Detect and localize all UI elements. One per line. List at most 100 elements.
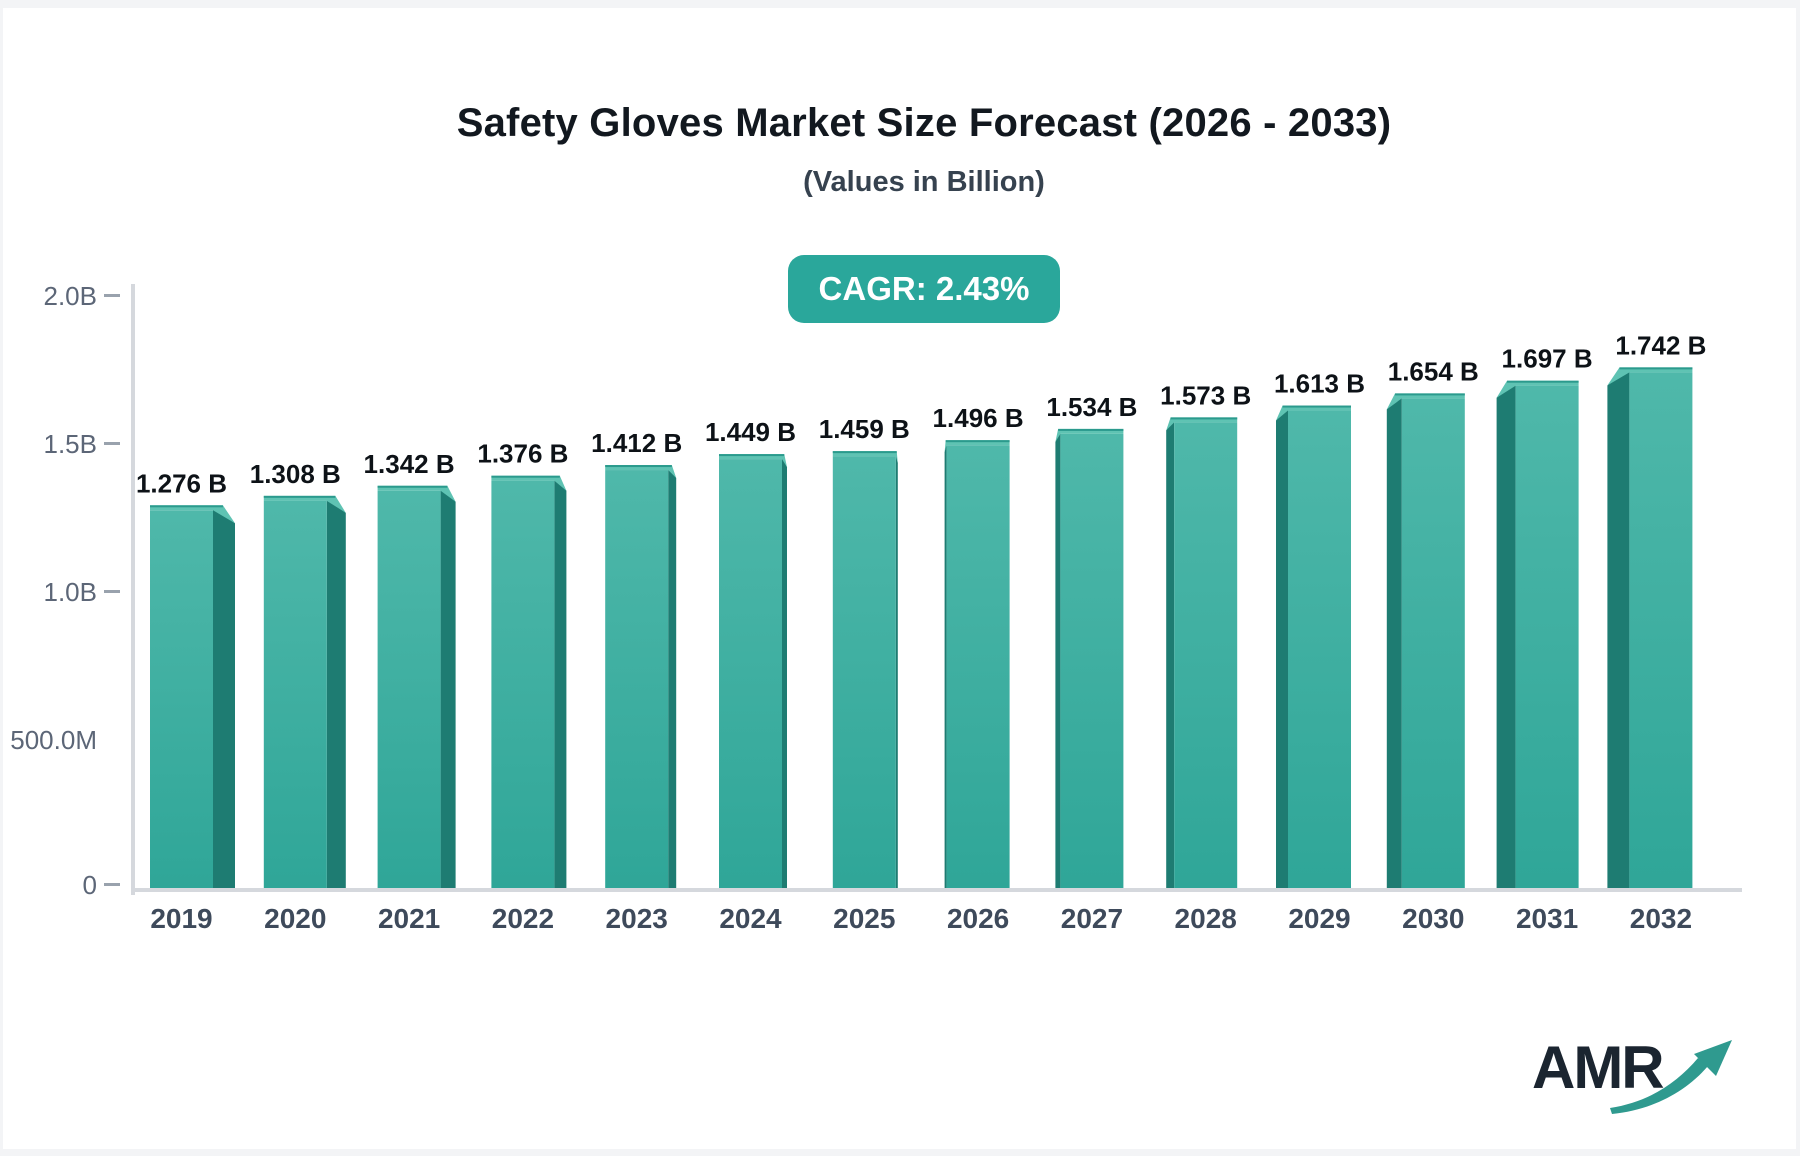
y-tick-label: 2.0B [44,281,98,311]
bar-top-edge [945,440,1010,443]
bar-top-edge [1507,380,1579,383]
x-axis-year-label: 2026 [947,903,1009,934]
bar-top-face [1276,405,1351,421]
bar-side-face [895,453,898,888]
cagr-badge-label: CAGR: 2.43% [818,270,1030,307]
y-tick-label: 0 [83,870,97,900]
bar-group-2020: 1.308 B 2020 [250,459,346,934]
x-axis-year-label: 2023 [606,903,668,934]
bar-top-face [1055,428,1124,442]
bar-top-face [263,495,346,513]
page-edge-bottom [0,1149,1800,1156]
y-tick-label: 1.0B [44,577,98,607]
bar-side-face [1276,407,1288,888]
y-tick-dash [104,442,120,445]
bar-side-face [1496,382,1516,888]
bar-front-face [150,510,213,888]
bar-top-edge [1619,367,1693,370]
bar-top-edge [719,454,785,457]
bar-value-label: 1.449 B [705,417,796,447]
x-axis-year-label: 2020 [264,903,326,934]
bar-side-face [944,442,947,888]
bar-group-2021: 1.342 B 2021 [364,449,456,934]
bar-group-2023: 1.412 B 2023 [591,428,682,934]
bar-side-face [1166,419,1175,888]
bar-side-face [668,467,677,888]
bar-side-face [440,487,456,888]
bar-top-face [150,505,235,524]
y-tick-label: 500.0M [10,725,97,755]
bar-front-face [719,459,782,888]
bar-top-face [1607,367,1693,386]
bar-value-label: 1.308 B [250,459,341,489]
x-axis-year-label: 2021 [378,903,440,934]
bar-value-label: 1.534 B [1046,392,1137,422]
bar-top-edge [1395,393,1465,396]
bar-top-edge [832,451,897,454]
bar-side-face [782,456,787,888]
y-tick-dash [104,590,120,593]
bar-value-label: 1.613 B [1274,369,1365,399]
bar-top-edge [263,495,336,498]
bar-front-face [377,490,441,888]
bar-value-label: 1.573 B [1160,380,1251,410]
bar-front-face [832,456,896,888]
bar-top-face [605,465,677,479]
bar-side-face [1386,395,1402,888]
bar-value-label: 1.376 B [477,439,568,469]
bar-top-edge [491,475,560,478]
bar-group-2031: 1.697 B 2031 [1496,344,1593,934]
bar-group-2025: 1.459 B 2025 [819,414,910,934]
page-edge-top [0,0,1800,8]
bar-side-face [1607,369,1630,888]
bar-group-2029: 1.613 B 2029 [1274,369,1365,934]
page-edge-right [1796,0,1800,1156]
bar-top-face [944,440,1010,453]
bar-group-2032: 1.742 B 2032 [1607,330,1706,934]
bar-value-label: 1.276 B [136,468,227,498]
bar-front-face [1515,385,1579,888]
bar-front-face [605,470,669,888]
bar-top-face [377,485,456,502]
bar-front-face [1060,433,1124,888]
x-axis-year-label: 2025 [833,903,895,934]
bar-top-face [1166,417,1238,431]
bar-group-2024: 1.449 B 2024 [705,417,796,934]
page-title: Safety Gloves Market Size Forecast (2026… [456,101,1392,145]
bar-front-face [1288,410,1351,888]
bar-side-face [1055,430,1061,888]
bar-top-edge [1282,405,1351,408]
x-axis-year-label: 2022 [492,903,554,934]
bar-side-face [326,497,346,888]
bar-front-face [1174,422,1238,888]
x-axis-year-label: 2029 [1288,903,1350,934]
bar-top-face [1386,393,1465,410]
page-edge-left [0,0,3,1156]
amr-logo-text: AMR [1532,1034,1665,1101]
bar-value-label: 1.496 B [933,403,1024,433]
bar-front-face [1401,398,1465,888]
y-tick-label: 1.5B [44,429,98,459]
bar-value-label: 1.697 B [1502,344,1593,374]
bar-group-2028: 1.573 B 2028 [1160,380,1251,934]
bar-side-face [554,477,567,888]
x-axis-year-label: 2019 [150,903,212,934]
bar-group-2030: 1.654 B 2030 [1386,356,1479,934]
x-axis-year-label: 2027 [1061,903,1123,934]
bar-top-face [719,454,787,468]
y-tick-dash [104,883,120,886]
bar-top-face [832,451,898,464]
bar-front-face [1629,372,1693,888]
bar-top-face [1496,380,1579,398]
x-axis-year-label: 2032 [1630,903,1692,934]
bar-top-edge [377,485,448,488]
x-axis-line [131,888,1742,892]
bar-value-label: 1.742 B [1615,330,1706,360]
y-axis-line [131,284,135,895]
x-axis-year-label: 2031 [1516,903,1578,934]
bar-value-label: 1.654 B [1388,356,1479,386]
bar-front-face [946,445,1010,888]
bar-group-2026: 1.496 B 2026 [933,403,1024,934]
